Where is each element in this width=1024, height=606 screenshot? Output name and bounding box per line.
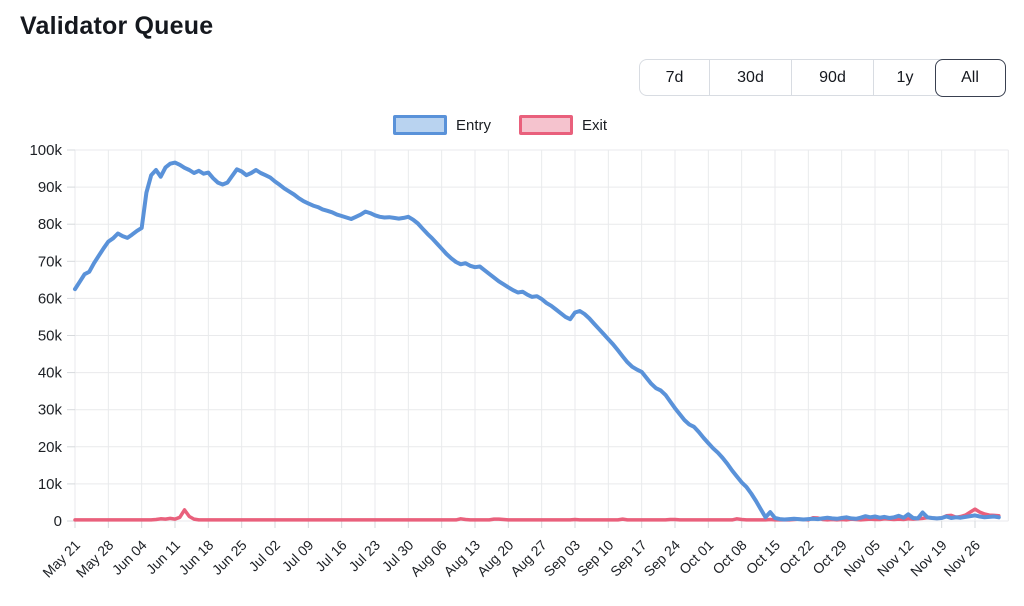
x-tick-label: Sep 10 <box>574 537 617 580</box>
entry-series-swatch <box>392 115 447 135</box>
x-tick-label: Jun 25 <box>209 537 250 578</box>
entry-line <box>73 160 1001 522</box>
y-tick-label: 40k <box>38 365 63 382</box>
x-tick-label: Nov 26 <box>940 537 983 580</box>
x-tick-label: Jul 02 <box>245 537 283 575</box>
range-button-1y[interactable]: 1y <box>873 60 936 95</box>
y-tick-label: 70k <box>38 253 63 270</box>
range-button-all[interactable]: All <box>934 58 1006 97</box>
y-tick-label: 10k <box>38 476 63 493</box>
range-button-30d[interactable]: 30d <box>709 60 791 95</box>
x-tick-label: Jun 04 <box>109 537 150 578</box>
page-title: Validator Queue <box>20 12 214 40</box>
x-tick-label: Aug 06 <box>407 537 450 580</box>
x-tick-label: Sep 24 <box>640 537 683 580</box>
x-tick-label: Sep 03 <box>540 537 583 580</box>
range-button-90d[interactable]: 90d <box>791 60 873 95</box>
x-tick-label: Jul 23 <box>345 537 383 575</box>
legend-item-exit[interactable]: Exit <box>519 115 607 135</box>
x-tick-label: Jun 18 <box>175 537 216 578</box>
time-range-button-group: 7d 30d 90d 1y All <box>639 58 1006 97</box>
y-tick-label: 30k <box>38 402 63 419</box>
x-tick-label: Aug 13 <box>440 537 483 580</box>
exit-series-swatch <box>519 115 573 135</box>
x-tick-label: Oct 22 <box>776 537 817 578</box>
axis-ticks <box>67 149 976 528</box>
x-tick-label: Oct 15 <box>743 537 784 578</box>
y-tick-label: 60k <box>38 290 63 307</box>
x-tick-label: Nov 19 <box>907 537 950 580</box>
x-tick-label: Jul 16 <box>312 537 350 575</box>
x-tick-label: Sep 17 <box>607 537 650 580</box>
chart-legend: Entry Exit <box>0 115 1000 135</box>
x-tick-label: Jun 11 <box>143 537 183 577</box>
y-tick-label: 50k <box>38 328 63 345</box>
range-button-7d[interactable]: 7d <box>640 60 709 95</box>
legend-label: Exit <box>582 116 608 134</box>
y-tick-label: 20k <box>38 439 63 456</box>
y-tick-label: 80k <box>38 216 63 233</box>
x-tick-label: Aug 20 <box>474 537 517 580</box>
x-tick-label: Nov 12 <box>874 537 917 580</box>
legend-item-entry[interactable]: Entry <box>392 115 491 135</box>
x-tick-label: May 28 <box>73 537 117 581</box>
x-tick-label: Oct 08 <box>709 537 750 578</box>
y-tick-label: 90k <box>38 179 63 196</box>
legend-label: Entry <box>455 116 491 134</box>
x-tick-label: Aug 27 <box>507 537 550 580</box>
chart-grid <box>74 149 1009 522</box>
exit-line <box>73 507 1001 522</box>
x-tick-label: Oct 01 <box>676 537 717 578</box>
y-tick-label: 0 <box>54 513 62 530</box>
x-tick-label: Nov 05 <box>840 537 883 580</box>
x-tick-label: Jul 09 <box>279 537 317 575</box>
y-tick-label: 100k <box>29 142 62 159</box>
